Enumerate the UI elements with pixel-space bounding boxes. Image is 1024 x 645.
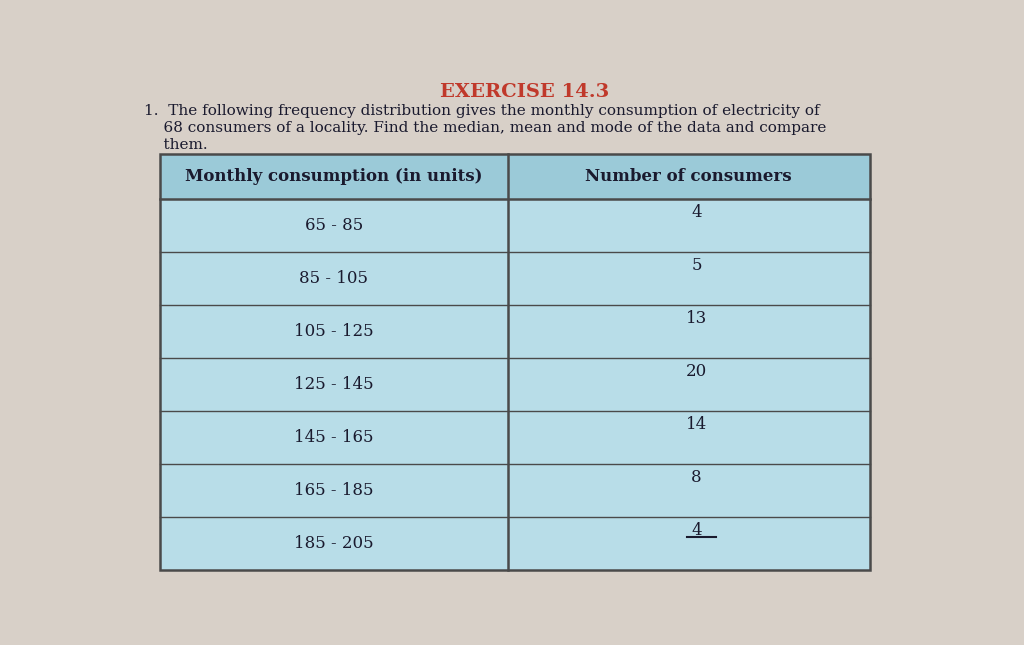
Text: 1.  The following frequency distribution gives the monthly consumption of electr: 1. The following frequency distribution … [144, 104, 820, 118]
Text: 14: 14 [686, 416, 708, 433]
Text: 20: 20 [686, 363, 708, 380]
Text: 65 - 85: 65 - 85 [305, 217, 362, 234]
Bar [160, 154, 869, 570]
Text: Monthly consumption (in units): Monthly consumption (in units) [185, 168, 482, 185]
Text: 185 - 205: 185 - 205 [294, 535, 374, 552]
Text: 8: 8 [691, 469, 701, 486]
Text: 165 - 185: 165 - 185 [294, 482, 374, 499]
Text: them.: them. [144, 138, 208, 152]
Text: EXERCISE 14.3: EXERCISE 14.3 [440, 83, 609, 101]
Text: 4: 4 [691, 522, 701, 539]
Text: Number of consumers: Number of consumers [586, 168, 793, 185]
Text: 4: 4 [691, 204, 701, 221]
Text: 13: 13 [686, 310, 708, 327]
Text: 5: 5 [691, 257, 701, 274]
Text: 145 - 165: 145 - 165 [294, 429, 374, 446]
Bar [160, 154, 869, 570]
Text: 125 - 145: 125 - 145 [294, 376, 374, 393]
Text: 105 - 125: 105 - 125 [294, 323, 374, 340]
Bar [160, 154, 869, 199]
Text: 68 consumers of a locality. Find the median, mean and mode of the data and compa: 68 consumers of a locality. Find the med… [144, 121, 826, 135]
Text: 85 - 105: 85 - 105 [299, 270, 369, 287]
